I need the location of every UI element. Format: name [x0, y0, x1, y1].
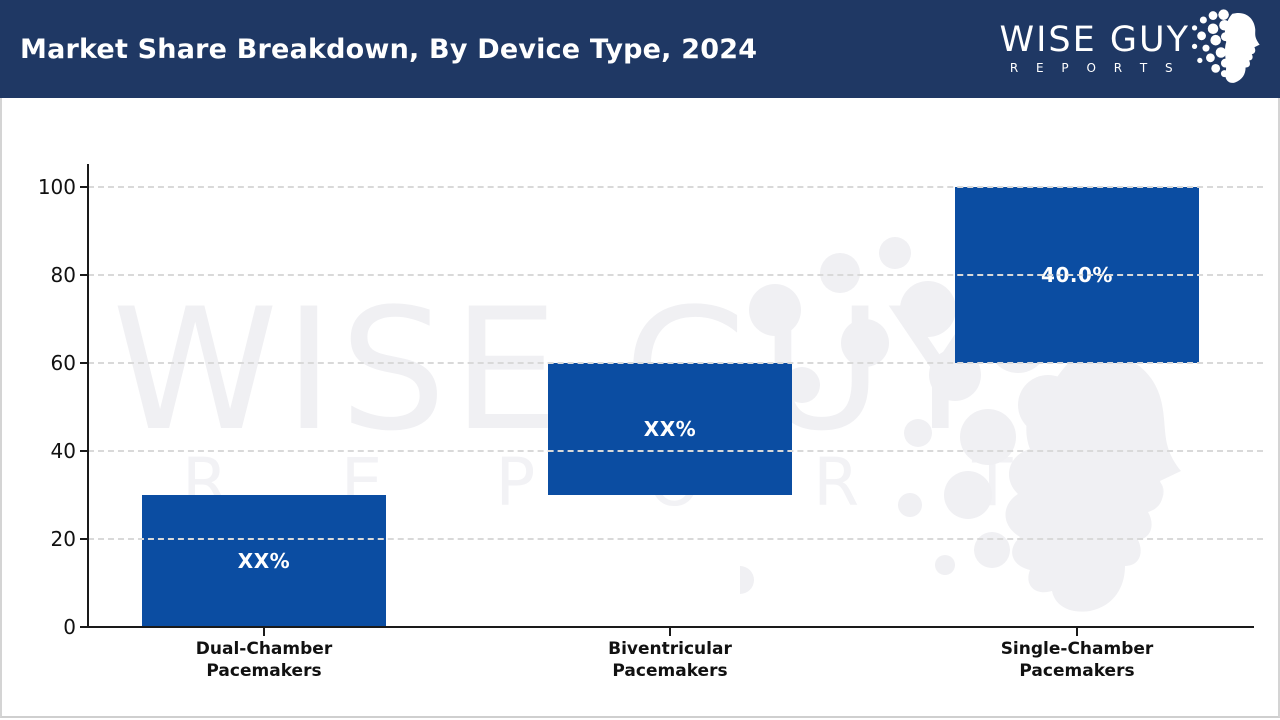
category-line: Pacemakers: [1019, 661, 1135, 681]
head-profile-icon: [1191, 9, 1260, 83]
y-tick: [80, 362, 87, 364]
x-category-label: Dual-Chamber Pacemakers: [104, 638, 424, 682]
category-line: Pacemakers: [612, 661, 728, 681]
y-tick: [80, 450, 87, 452]
gridline: [88, 362, 1263, 364]
x-tick: [263, 628, 265, 636]
logo-wordmark: WISE GUY: [999, 20, 1190, 60]
page-title: Market Share Breakdown, By Device Type, …: [20, 33, 758, 65]
y-tick: [80, 274, 87, 276]
y-tick: [80, 538, 87, 540]
gridline: [88, 274, 1263, 276]
logo-text: WISE GUY R E P O R T S: [999, 22, 1190, 76]
y-tick-label: 0: [63, 615, 76, 639]
gridline: [88, 450, 1263, 452]
category-line: Dual-Chamber: [195, 639, 333, 659]
y-tick-label: 20: [50, 527, 76, 551]
y-tick: [80, 186, 87, 188]
bar-value-label: XX%: [237, 549, 291, 573]
bar-segment: XX%: [548, 363, 792, 495]
wiseguy-logo: WISE GUY R E P O R T S: [999, 6, 1280, 92]
category-line: Pacemakers: [206, 661, 322, 681]
category-line: Single-Chamber: [1000, 639, 1154, 659]
x-tick: [1076, 628, 1078, 636]
bar-segment: XX%: [142, 495, 386, 627]
x-axis-line: [87, 626, 1254, 628]
x-category-label: Single-Chamber Pacemakers: [917, 638, 1237, 682]
y-tick-label: 100: [37, 175, 76, 199]
gridline: [88, 186, 1263, 188]
category-line: Biventricular: [608, 639, 732, 659]
logo-subtitle: R E P O R T S: [1009, 61, 1180, 75]
x-tick: [669, 628, 671, 636]
header-bar: Market Share Breakdown, By Device Type, …: [0, 0, 1280, 98]
y-axis-line: [87, 164, 89, 627]
gridline: [88, 538, 1263, 540]
bar-value-label: XX%: [643, 417, 697, 441]
y-tick-label: 60: [50, 351, 76, 375]
x-category-label: Biventricular Pacemakers: [510, 638, 830, 682]
y-tick-label: 80: [50, 263, 76, 287]
y-tick-label: 40: [50, 439, 76, 463]
y-tick: [80, 626, 87, 628]
